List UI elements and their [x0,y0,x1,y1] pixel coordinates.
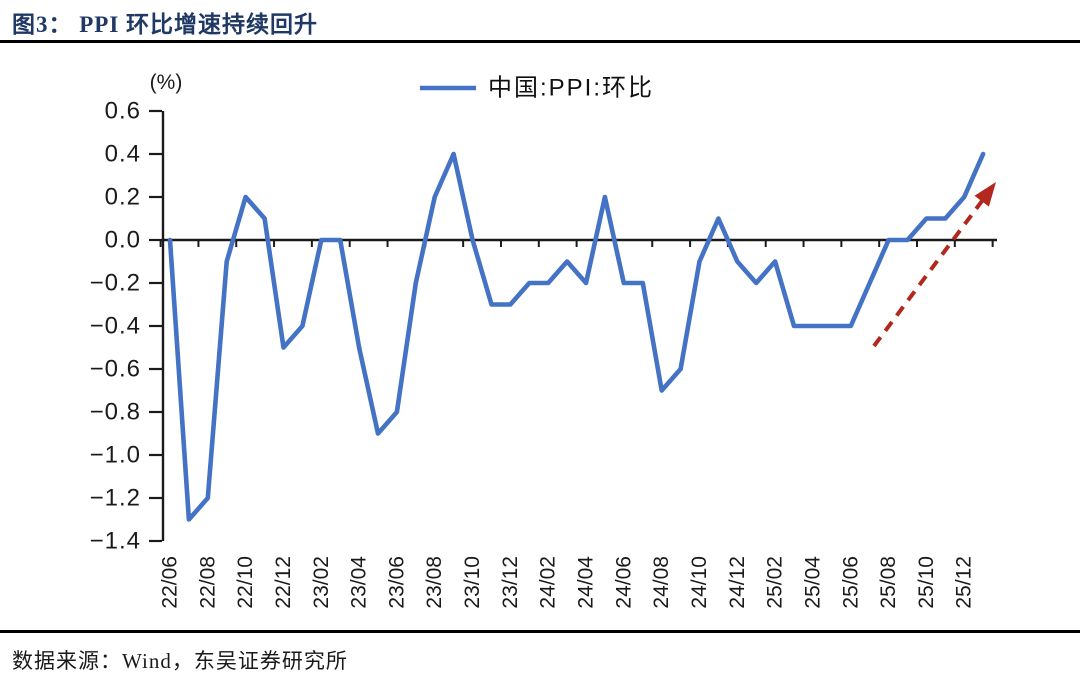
x-tick-label: 25/02 [764,556,787,609]
x-tick-label: 22/08 [196,556,219,609]
y-tick-label: 0.4 [105,141,141,168]
footer-divider [0,630,1080,633]
legend-label: 中国:PPI:环比 [488,75,654,102]
x-tick-label: 24/06 [612,556,635,609]
x-tick-label: 24/08 [650,556,673,609]
x-tick-label: 25/08 [877,556,900,609]
y-tick-label: −0.6 [90,356,141,383]
trend-arrow-line [872,199,984,348]
y-tick-label: 0.6 [105,98,141,125]
figure-title: 图3： PPI 环比增速持续回升 [12,12,319,37]
x-tick-label: 23/06 [385,556,408,609]
x-tick-label: 23/02 [310,556,333,609]
y-tick-label: −1.2 [90,485,141,512]
y-tick-label: −0.4 [90,313,141,340]
x-tick-label: 23/04 [348,556,371,609]
ppi-series-line [167,151,986,522]
x-tick-label: 23/10 [461,556,484,609]
x-tick-label: 25/12 [953,556,976,609]
x-tick-label: 25/10 [915,556,938,609]
y-tick-label: −0.2 [90,270,141,297]
y-tick-label: −0.8 [90,399,141,426]
x-tick-label: 22/12 [272,556,295,609]
y-tick-label: 0.0 [105,227,141,254]
trend-arrow-head [974,182,996,207]
x-tick-label: 25/04 [801,556,824,609]
x-tick-label: 22/06 [159,556,182,609]
y-tick-label: −1.4 [90,528,141,555]
x-tick-label: 24/04 [575,556,598,609]
x-tick-label: 23/08 [423,556,446,609]
x-tick-label: 24/10 [688,556,711,609]
y-axis-unit-label: (%) [150,71,183,94]
x-tick-label: 24/02 [537,556,560,609]
data-source-note: 数据来源：Wind，东吴证券研究所 [12,649,348,673]
x-tick-label: 23/12 [499,556,522,609]
y-tick-label: −1.0 [90,442,141,469]
x-tick-label: 25/06 [839,556,862,609]
x-tick-label: 24/12 [726,556,749,609]
x-tick-label: 22/10 [234,556,257,609]
y-tick-label: 0.2 [105,184,141,211]
title-divider [0,40,1080,43]
